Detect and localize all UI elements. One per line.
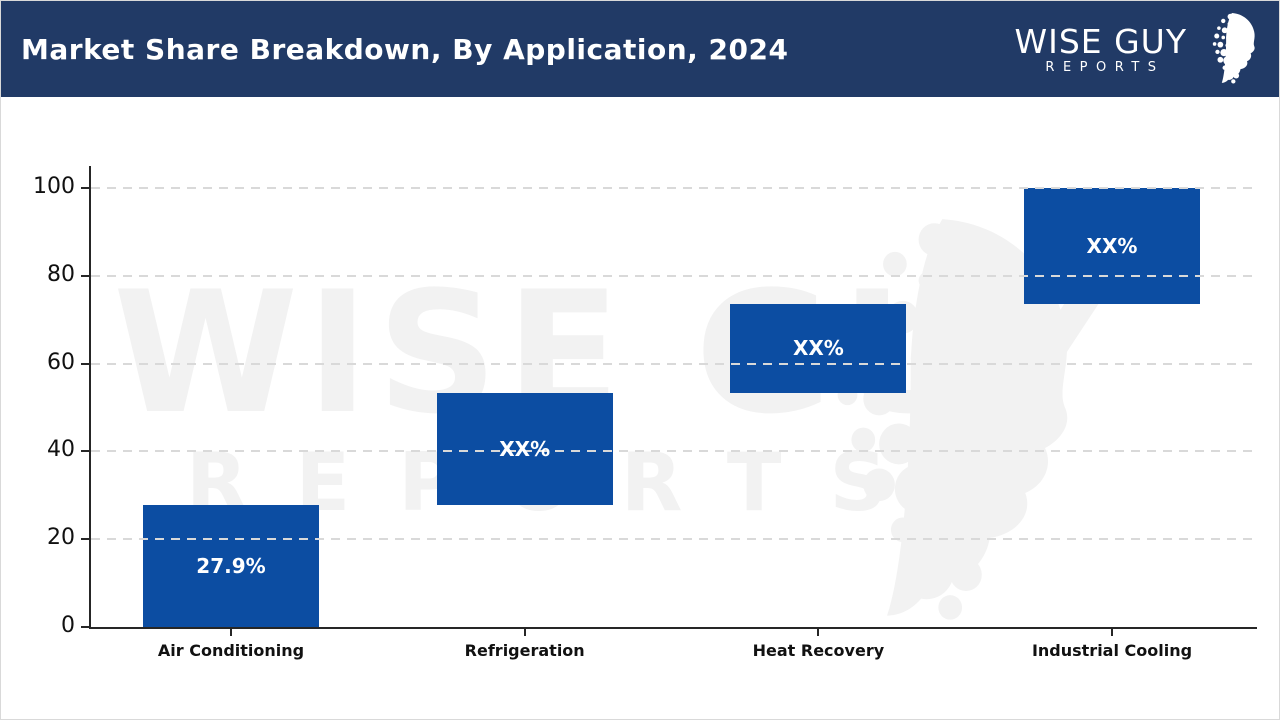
- x-tick: [1111, 629, 1113, 636]
- y-tick-60: [81, 362, 89, 365]
- x-category-label: Refrigeration: [464, 641, 585, 660]
- x-axis-line: [89, 627, 1257, 629]
- y-tick-80: [81, 274, 89, 277]
- bar-value-label: XX%: [792, 336, 844, 361]
- gridline-40: [91, 450, 1257, 453]
- brand-logo-text: WISE GUY REPORTS: [1014, 25, 1187, 74]
- bar-value-label: 27.9%: [196, 553, 266, 578]
- gridline-20: [91, 538, 1257, 541]
- x-tick: [817, 629, 820, 636]
- x-category-label: Industrial Cooling: [1031, 641, 1193, 660]
- gridline-80: [91, 274, 1257, 277]
- header-bar: Market Share Breakdown, By Application, …: [1, 1, 1279, 97]
- y-tick-label: 0: [61, 613, 75, 638]
- brand-subtitle: REPORTS: [1045, 59, 1165, 75]
- y-tick-40: [81, 450, 89, 453]
- y-tick-label: 20: [47, 525, 75, 551]
- gridline-100: [91, 187, 1257, 189]
- y-tick-20: [81, 538, 89, 541]
- y-tick-label: 60: [47, 349, 75, 375]
- gridline-60: [91, 362, 1257, 365]
- brand-head-icon: [1212, 13, 1255, 84]
- bar-refrigeration: [436, 393, 613, 505]
- y-tick-100: [81, 187, 89, 189]
- bar-value-label: XX%: [499, 436, 551, 461]
- page-title: Market Share Breakdown, By Application, …: [21, 32, 789, 66]
- brand-name: WISE GUY: [1014, 21, 1187, 61]
- x-tick: [230, 629, 232, 636]
- x-category-label: Air Conditioning: [157, 641, 305, 660]
- y-axis-line: [89, 166, 91, 629]
- bar-air-conditioning: [143, 504, 319, 627]
- brand-logo: WISE GUY REPORTS: [1014, 10, 1279, 88]
- y-tick-label: 40: [47, 437, 75, 463]
- bar-value-label: XX%: [1086, 233, 1138, 258]
- y-tick-0: [81, 626, 89, 628]
- y-tick-label: 100: [33, 174, 75, 199]
- x-tick: [523, 629, 526, 636]
- y-tick-label: 80: [47, 261, 75, 287]
- x-category-label: Heat Recovery: [752, 641, 885, 660]
